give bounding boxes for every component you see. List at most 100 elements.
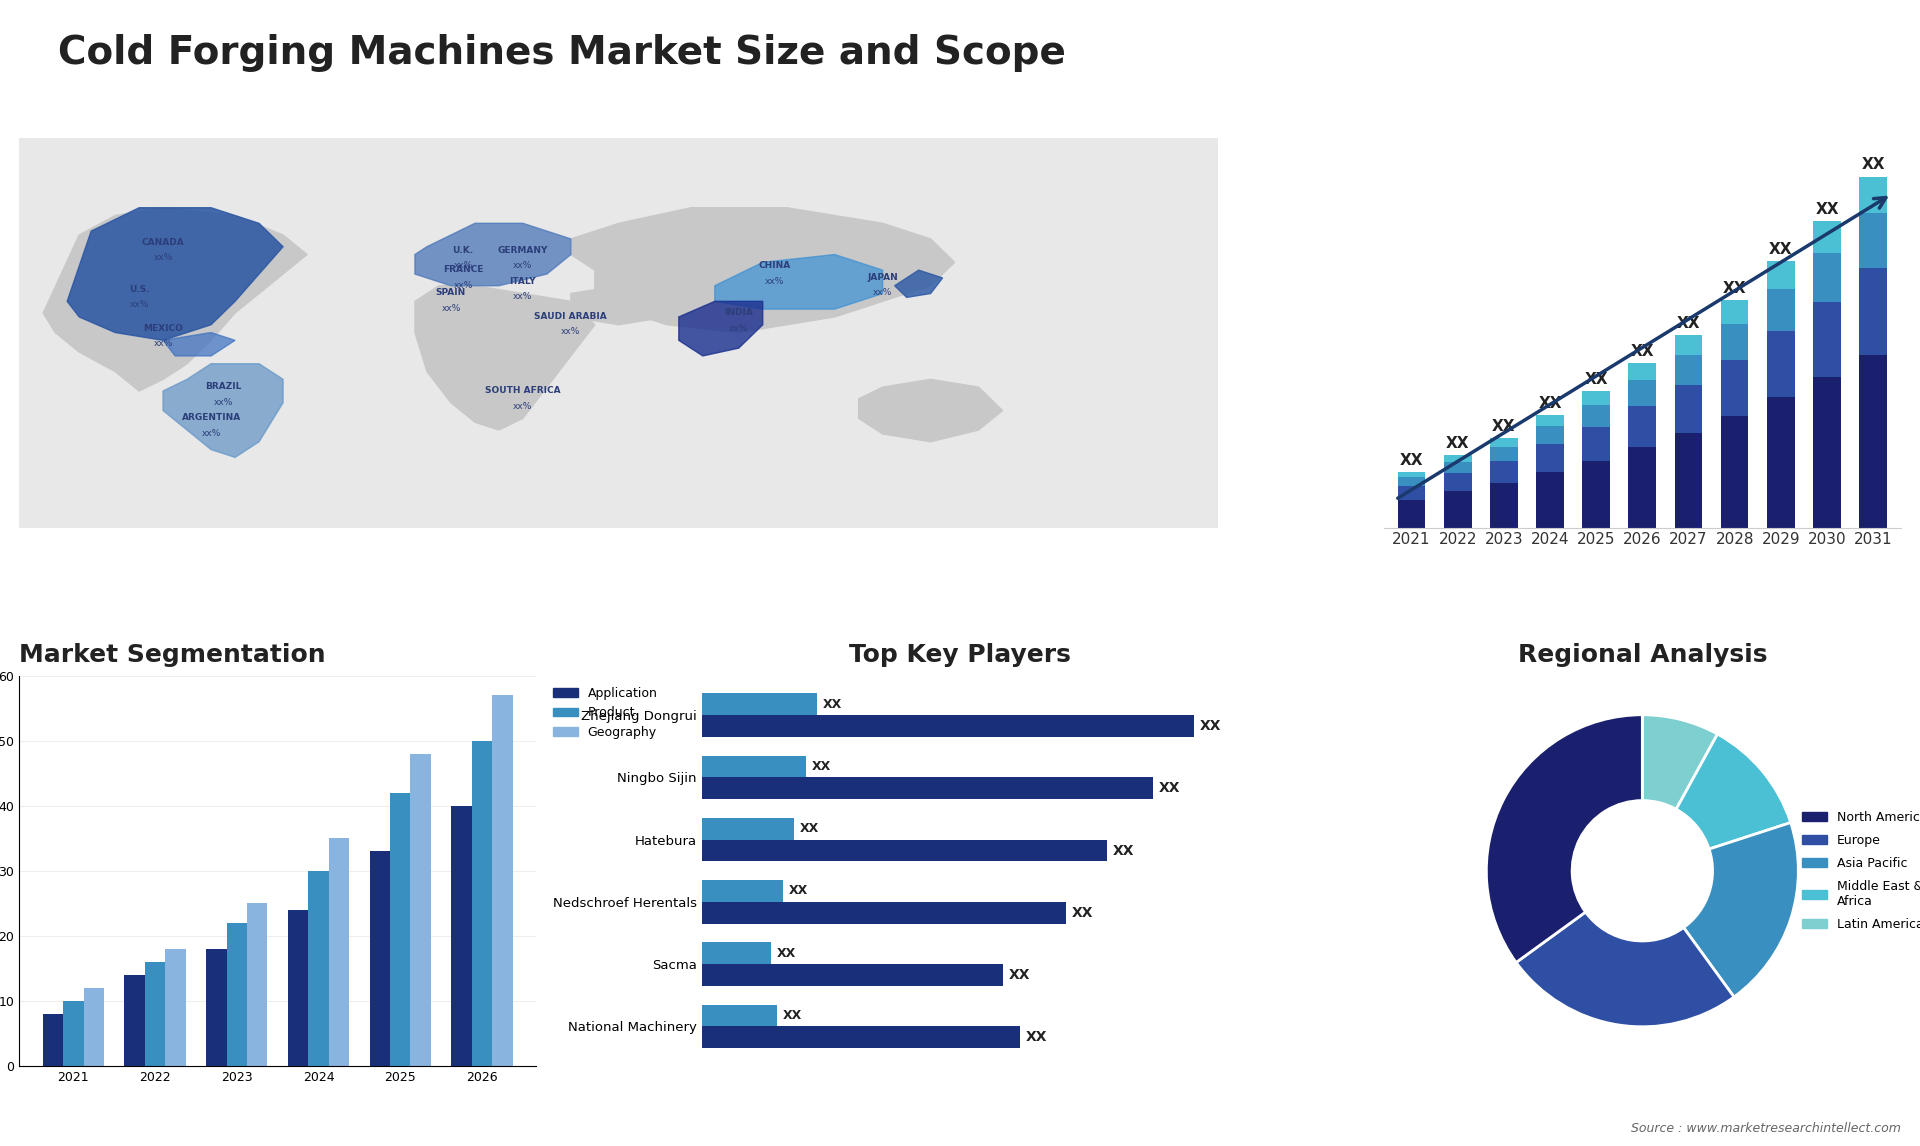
Bar	[701, 715, 1194, 737]
Polygon shape	[163, 363, 282, 457]
Bar	[701, 693, 818, 715]
Text: xx%: xx%	[154, 253, 173, 262]
Bar	[1398, 472, 1425, 478]
Text: xx%: xx%	[730, 323, 749, 332]
Bar	[701, 1027, 1020, 1049]
Bar	[1674, 433, 1703, 527]
Text: xx%: xx%	[453, 261, 472, 270]
Polygon shape	[67, 207, 282, 340]
Bar	[1766, 331, 1795, 397]
Bar	[1582, 427, 1611, 461]
Bar	[1859, 213, 1887, 268]
Bar	[165, 949, 186, 1066]
Bar	[1812, 377, 1841, 527]
Text: xx%: xx%	[453, 281, 472, 290]
Bar	[309, 871, 328, 1066]
Bar	[1812, 253, 1841, 301]
Bar	[144, 961, 165, 1066]
Text: MEXICO: MEXICO	[144, 323, 182, 332]
Text: FRANCE: FRANCE	[444, 265, 484, 274]
Text: U.K.: U.K.	[453, 245, 474, 254]
Bar	[1536, 415, 1565, 426]
Text: xx%: xx%	[874, 289, 893, 298]
Text: CHINA: CHINA	[758, 261, 791, 270]
Bar	[1674, 336, 1703, 355]
Text: BRAZIL: BRAZIL	[205, 382, 242, 391]
Bar	[1398, 478, 1425, 486]
Bar	[227, 923, 248, 1066]
Bar	[1812, 221, 1841, 253]
Text: SOUTH AFRICA: SOUTH AFRICA	[486, 386, 561, 395]
Text: xx%: xx%	[129, 300, 150, 309]
Bar	[1674, 355, 1703, 385]
Text: XX: XX	[1160, 782, 1181, 795]
Bar	[1444, 455, 1471, 462]
Legend: Application, Product, Geography: Application, Product, Geography	[547, 682, 662, 744]
Polygon shape	[42, 207, 307, 391]
Text: U.S.: U.S.	[129, 284, 150, 293]
Bar	[1490, 439, 1517, 447]
Text: XX: XX	[778, 947, 797, 959]
Bar	[1444, 462, 1471, 473]
Bar	[701, 1005, 778, 1027]
Text: GERMANY: GERMANY	[497, 245, 547, 254]
Text: SPAIN: SPAIN	[436, 289, 467, 298]
Text: XX: XX	[1008, 968, 1029, 982]
Text: xx%: xx%	[154, 339, 173, 348]
Text: XX: XX	[789, 885, 808, 897]
Bar	[1398, 486, 1425, 500]
Bar	[701, 880, 783, 902]
Bar	[1536, 472, 1565, 527]
Text: XX: XX	[1676, 316, 1701, 331]
Bar	[1766, 397, 1795, 527]
Bar	[1490, 461, 1517, 482]
Bar	[328, 838, 349, 1066]
Polygon shape	[570, 207, 954, 332]
Text: XX: XX	[1492, 419, 1515, 434]
Bar	[371, 851, 390, 1066]
Wedge shape	[1684, 823, 1799, 997]
Title: Regional Analysis: Regional Analysis	[1517, 643, 1766, 667]
Polygon shape	[895, 270, 943, 298]
Text: XX: XX	[1114, 843, 1135, 857]
Text: XX: XX	[1814, 202, 1839, 217]
Text: xx%: xx%	[513, 292, 532, 301]
Text: JAPAN: JAPAN	[868, 273, 899, 282]
Bar	[451, 806, 472, 1066]
Bar	[63, 1000, 84, 1066]
Bar	[1628, 363, 1657, 379]
Text: CANADA: CANADA	[142, 237, 184, 246]
Bar	[1628, 447, 1657, 527]
Text: XX: XX	[1400, 453, 1423, 468]
Text: XX: XX	[824, 698, 843, 711]
Text: Source : www.marketresearchintellect.com: Source : www.marketresearchintellect.com	[1630, 1122, 1901, 1135]
Text: XX: XX	[812, 760, 831, 774]
Bar	[1490, 482, 1517, 527]
Polygon shape	[570, 285, 666, 324]
Bar	[84, 988, 104, 1066]
Text: XX: XX	[1071, 905, 1094, 920]
Bar	[390, 793, 411, 1066]
Text: ITALY: ITALY	[509, 276, 536, 285]
Legend: North America, Europe, Asia Pacific, Middle East &
Africa, Latin America: North America, Europe, Asia Pacific, Mid…	[1797, 806, 1920, 936]
Polygon shape	[415, 223, 570, 285]
Title: Top Key Players: Top Key Players	[849, 643, 1071, 667]
Bar	[1859, 176, 1887, 213]
Bar	[1628, 407, 1657, 447]
Text: ARGENTINA: ARGENTINA	[182, 414, 240, 422]
Wedge shape	[1676, 735, 1791, 849]
Bar	[1766, 289, 1795, 331]
Bar	[248, 903, 267, 1066]
Bar	[701, 902, 1066, 924]
Bar	[1720, 360, 1749, 416]
Text: XX: XX	[1584, 371, 1607, 387]
Text: xx%: xx%	[213, 398, 232, 407]
Text: Cold Forging Machines Market Size and Scope: Cold Forging Machines Market Size and Sc…	[58, 34, 1066, 72]
Text: xx%: xx%	[442, 304, 461, 313]
Text: XX: XX	[1538, 395, 1561, 410]
Bar	[1490, 447, 1517, 461]
Bar	[1766, 261, 1795, 289]
Bar	[1444, 492, 1471, 527]
Bar	[411, 754, 430, 1066]
Text: XX: XX	[783, 1008, 803, 1022]
